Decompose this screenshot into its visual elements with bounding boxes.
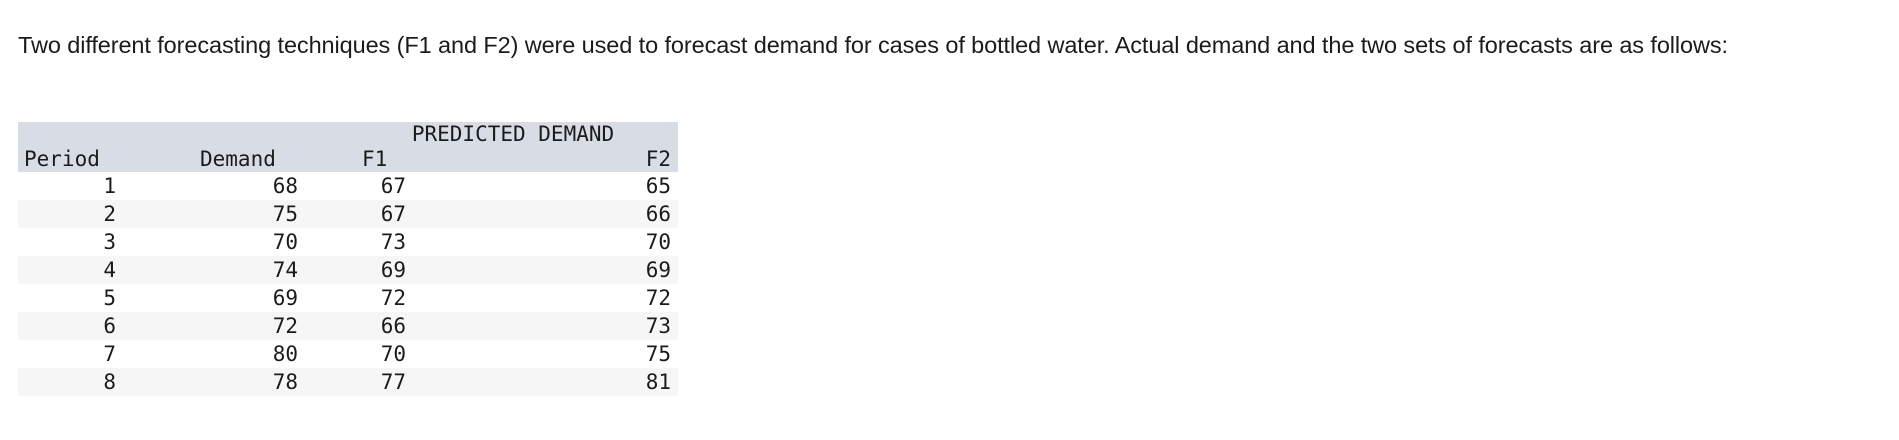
cell-f2: 66	[518, 200, 679, 228]
cell-f1: 67	[348, 172, 518, 200]
table-column-header-row: Period Demand F1 F2	[18, 147, 679, 172]
cell-f1: 66	[348, 312, 518, 340]
table-body: 1 68 67 65 2 75 67 66 3 70 73 70	[18, 172, 679, 396]
cell-period: 1	[18, 172, 178, 200]
cell-f1: 67	[348, 200, 518, 228]
table-row: 5 69 72 72	[18, 284, 679, 312]
cell-f1: 73	[348, 228, 518, 256]
column-header-period: Period	[18, 147, 178, 172]
cell-period: 2	[18, 200, 178, 228]
forecast-table-container: PREDICTED DEMAND Period Demand F1 F2 1 6…	[18, 122, 679, 396]
table-row: 8 78 77 81	[18, 368, 679, 396]
problem-statement: Two different forecasting techniques (F1…	[18, 31, 1728, 58]
table-group-header-row: PREDICTED DEMAND	[18, 122, 679, 147]
cell-f1: 77	[348, 368, 518, 396]
cell-f2: 81	[518, 368, 679, 396]
cell-f1: 70	[348, 340, 518, 368]
cell-demand: 74	[178, 256, 348, 284]
cell-demand: 75	[178, 200, 348, 228]
cell-demand: 68	[178, 172, 348, 200]
table-row: 6 72 66 73	[18, 312, 679, 340]
column-header-demand: Demand	[178, 147, 348, 172]
cell-demand: 78	[178, 368, 348, 396]
column-header-f1: F1	[348, 147, 518, 172]
cell-f2: 73	[518, 312, 679, 340]
cell-f1: 72	[348, 284, 518, 312]
table-header: PREDICTED DEMAND Period Demand F1 F2	[18, 122, 679, 172]
cell-demand: 70	[178, 228, 348, 256]
cell-period: 8	[18, 368, 178, 396]
cell-f2: 70	[518, 228, 679, 256]
cell-f2: 69	[518, 256, 679, 284]
cell-f1: 69	[348, 256, 518, 284]
cell-demand: 72	[178, 312, 348, 340]
table-row: 4 74 69 69	[18, 256, 679, 284]
group-header-spacer-period	[18, 122, 178, 147]
group-header-predicted-demand: PREDICTED DEMAND	[348, 122, 679, 147]
cell-period: 7	[18, 340, 178, 368]
table-row: 7 80 70 75	[18, 340, 679, 368]
table-row: 1 68 67 65	[18, 172, 679, 200]
column-header-f2: F2	[518, 147, 679, 172]
cell-period: 4	[18, 256, 178, 284]
table-row: 3 70 73 70	[18, 228, 679, 256]
cell-period: 5	[18, 284, 178, 312]
cell-demand: 69	[178, 284, 348, 312]
table-row: 2 75 67 66	[18, 200, 679, 228]
cell-period: 3	[18, 228, 178, 256]
cell-f2: 72	[518, 284, 679, 312]
cell-f2: 75	[518, 340, 679, 368]
cell-demand: 80	[178, 340, 348, 368]
forecast-table: PREDICTED DEMAND Period Demand F1 F2 1 6…	[18, 122, 679, 396]
group-header-spacer-demand	[178, 122, 348, 147]
cell-f2: 65	[518, 172, 679, 200]
cell-period: 6	[18, 312, 178, 340]
